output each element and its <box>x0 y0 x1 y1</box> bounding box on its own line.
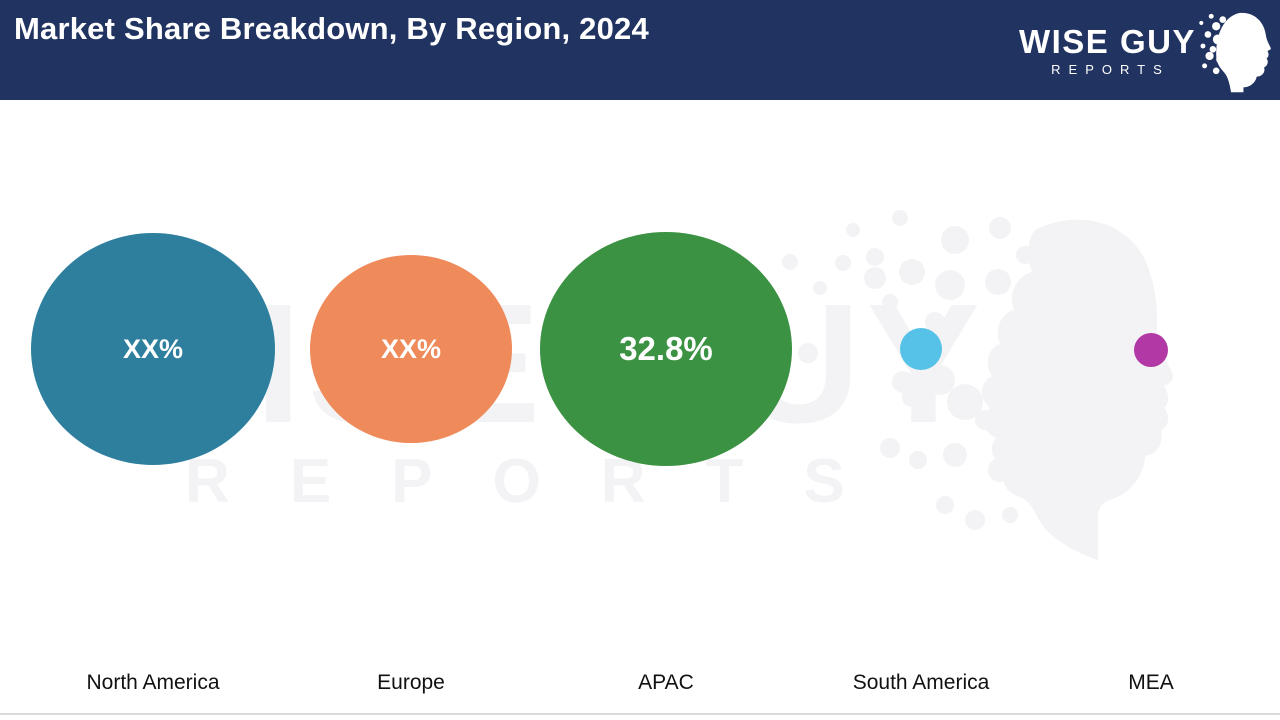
bubble-value-label-apac: 32.8% <box>619 330 713 367</box>
category-labels: North America Europe APAC South America MEA <box>0 671 1280 701</box>
brand-reports-text: REPORTS <box>1051 62 1170 77</box>
category-label-north-america: North America <box>86 671 220 694</box>
bubble-north-america[interactable]: XX% <box>31 233 275 465</box>
category-label-south-america: South America <box>852 671 990 694</box>
category-label-europe: Europe <box>377 671 445 694</box>
bubble-mea[interactable] <box>1134 333 1168 367</box>
brand-name-text: WISE GUY <box>1018 23 1196 60</box>
bubble-apac[interactable]: 32.8% <box>540 232 792 466</box>
axis-baseline <box>0 713 1280 715</box>
header-bar: Market Share Breakdown, By Region, 2024 … <box>0 0 1280 100</box>
brand-head-icon <box>1198 7 1274 95</box>
category-label-apac: APAC <box>638 671 694 694</box>
bubble-value-label-north-america: XX% <box>122 333 184 364</box>
bubble-value-label-europe: XX% <box>380 333 442 364</box>
bubble-europe[interactable]: XX% <box>310 255 512 443</box>
page-title: Market Share Breakdown, By Region, 2024 <box>14 11 649 46</box>
category-label-mea: MEA <box>1128 671 1174 694</box>
brand-wordmark: WISE GUY REPORTS <box>1018 23 1196 78</box>
brand-logo: WISE GUY REPORTS <box>1019 6 1274 96</box>
bubble-south-america[interactable] <box>900 328 942 370</box>
